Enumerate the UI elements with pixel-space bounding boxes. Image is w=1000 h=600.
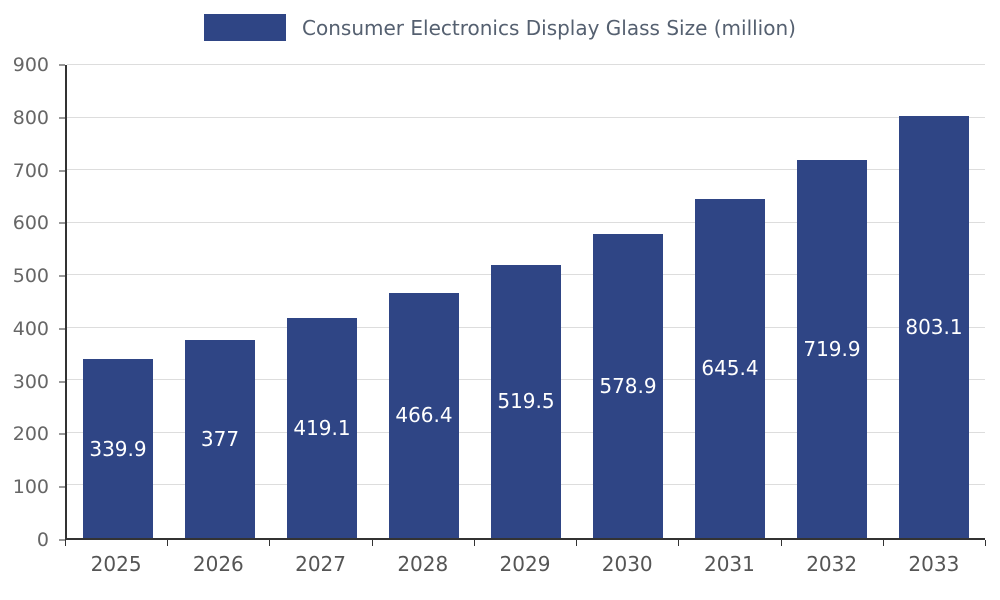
bar-value-label: 719.9 bbox=[803, 336, 861, 361]
y-tick-mark bbox=[59, 222, 65, 224]
y-tick-mark bbox=[59, 275, 65, 277]
x-tick-label: 2027 bbox=[295, 552, 346, 576]
bar-slot: 645.4 bbox=[679, 65, 781, 538]
bar-slot: 466.4 bbox=[373, 65, 475, 538]
bar: 377 bbox=[185, 339, 255, 538]
bar-value-label: 519.5 bbox=[497, 389, 555, 414]
x-tick-mark bbox=[678, 540, 680, 546]
gridline bbox=[67, 169, 985, 171]
x-tick-label: 2031 bbox=[703, 552, 755, 576]
bar: 578.9 bbox=[593, 233, 663, 538]
x-tick-label: 2025 bbox=[90, 552, 142, 576]
x-tick-label: 2033 bbox=[908, 552, 960, 576]
y-tick-mark bbox=[59, 64, 65, 66]
bar-slot: 377 bbox=[169, 65, 271, 538]
x-tick-mark bbox=[473, 540, 475, 546]
x-tick-label: 2032 bbox=[806, 552, 858, 576]
bar: 519.5 bbox=[491, 264, 561, 538]
y-tick-label: 400 bbox=[12, 317, 49, 340]
y-tick-label: 900 bbox=[12, 54, 49, 76]
plot-area: 339.9 377 419.1 466.4 519.5 578.9 645.4 719.9 80… bbox=[65, 64, 985, 540]
bar: 803.1 bbox=[899, 115, 969, 538]
x-axis-labels: 2025 2026 2027 2028 2029 2030 2031 2032 2033 bbox=[65, 552, 985, 576]
bar-slot: 419.1 bbox=[271, 65, 373, 538]
y-tick-mark bbox=[59, 381, 65, 383]
bar-value-label: 466.4 bbox=[395, 403, 453, 428]
bar-slot: 803.1 bbox=[883, 65, 985, 538]
y-tick-mark bbox=[59, 170, 65, 172]
y-tick-mark bbox=[59, 433, 65, 435]
bars-container: 339.9 377 419.1 466.4 519.5 578.9 645.4 719.9 80… bbox=[67, 65, 985, 538]
bar-value-label: 803.1 bbox=[905, 314, 963, 339]
bar-slot: 578.9 bbox=[577, 65, 679, 538]
x-tick-label: 2026 bbox=[192, 552, 244, 576]
legend-swatch-icon bbox=[204, 14, 287, 41]
gridline bbox=[67, 64, 985, 65]
y-tick-mark bbox=[59, 486, 65, 488]
y-tick-label: 0 bbox=[36, 529, 49, 551]
x-tick-mark bbox=[985, 540, 986, 546]
bar-value-label: 645.4 bbox=[701, 356, 759, 381]
bar-value-label: 578.9 bbox=[599, 373, 657, 398]
x-tick-mark bbox=[269, 540, 271, 546]
bar: 719.9 bbox=[797, 159, 867, 538]
bar: 419.1 bbox=[287, 317, 357, 538]
x-tick-label: 2028 bbox=[397, 552, 449, 576]
chart-title: Consumer Electronics Display Glass Size … bbox=[302, 15, 796, 40]
gridline bbox=[67, 221, 985, 223]
x-tick-mark bbox=[576, 540, 578, 546]
y-tick-label: 300 bbox=[12, 370, 49, 393]
y-tick-label: 200 bbox=[12, 423, 49, 446]
y-tick-label: 600 bbox=[12, 212, 49, 235]
bar: 466.4 bbox=[389, 292, 459, 538]
bar-value-label: 377 bbox=[200, 426, 240, 451]
y-tick-label: 800 bbox=[12, 106, 49, 129]
x-tick-mark bbox=[167, 540, 169, 546]
bar-value-label: 419.1 bbox=[293, 415, 351, 440]
y-axis-labels: 0 100 200 300 400 500 600 700 800 900 bbox=[0, 54, 57, 551]
y-tick-label: 700 bbox=[12, 159, 49, 182]
y-axis-ticks bbox=[59, 64, 65, 541]
bar: 645.4 bbox=[695, 198, 765, 538]
y-tick-mark bbox=[59, 328, 65, 330]
x-tick-mark bbox=[780, 540, 782, 546]
y-tick-label: 500 bbox=[12, 265, 49, 288]
bar-slot: 339.9 bbox=[67, 65, 169, 538]
x-tick-mark bbox=[371, 540, 373, 546]
bar-slot: 719.9 bbox=[781, 65, 883, 538]
x-axis-ticks bbox=[65, 540, 986, 546]
gridline bbox=[67, 116, 985, 118]
x-tick-mark bbox=[65, 540, 66, 546]
y-tick-mark bbox=[59, 539, 65, 541]
x-tick-label: 2030 bbox=[601, 552, 653, 576]
legend: Consumer Electronics Display Glass Size … bbox=[0, 14, 1000, 41]
legend-item[interactable]: Consumer Electronics Display Glass Size … bbox=[204, 14, 796, 41]
bar-slot: 519.5 bbox=[475, 65, 577, 538]
x-tick-label: 2029 bbox=[499, 552, 551, 576]
y-tick-mark bbox=[59, 117, 65, 119]
y-tick-label: 100 bbox=[12, 476, 49, 499]
bar: 339.9 bbox=[83, 359, 153, 538]
x-tick-mark bbox=[882, 540, 884, 546]
bar-value-label: 339.9 bbox=[89, 436, 147, 461]
